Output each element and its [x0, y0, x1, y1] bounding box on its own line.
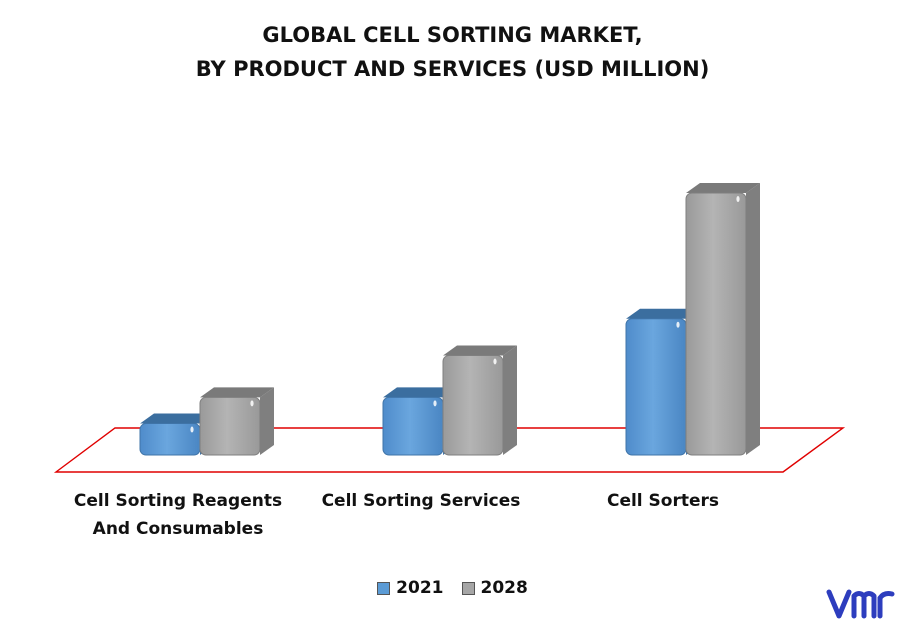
bar-services-2028	[442, 345, 517, 456]
chart-floor	[53, 427, 846, 473]
category-label-reagents: Cell Sorting Reagents And Consumables	[58, 487, 298, 543]
legend-item-2021: 2021	[377, 578, 444, 598]
chart-title-line-2: BY PRODUCT AND SERVICES (USD MILLION)	[195, 57, 710, 81]
bar-reagents-2028	[199, 387, 274, 456]
chart-title-line-1: GLOBAL CELL SORTING MARKET,	[262, 23, 643, 47]
category-label-services: Cell Sorting Services	[301, 487, 541, 515]
legend-label-2021: 2021	[396, 578, 444, 598]
legend-label-2028: 2028	[480, 578, 528, 598]
category-label-services-line-1: Cell Sorting Services	[321, 491, 521, 511]
category-label-sorters-line-1: Cell Sorters	[606, 491, 720, 511]
category-label-reagents-line-1: Cell Sorting Reagents	[73, 491, 283, 511]
vmr-logo-icon	[826, 589, 895, 619]
legend-swatch-2028	[461, 581, 475, 595]
chart-legend: 2021 2028	[0, 578, 905, 598]
chart-title: GLOBAL CELL SORTING MARKET, BY PRODUCT A…	[0, 18, 905, 86]
legend-swatch-2021	[377, 581, 391, 595]
category-label-reagents-line-2: And Consumables	[92, 519, 264, 539]
legend-item-2028: 2028	[461, 578, 528, 598]
bar-sorters-2028	[685, 183, 760, 456]
category-label-sorters: Cell Sorters	[543, 487, 783, 515]
